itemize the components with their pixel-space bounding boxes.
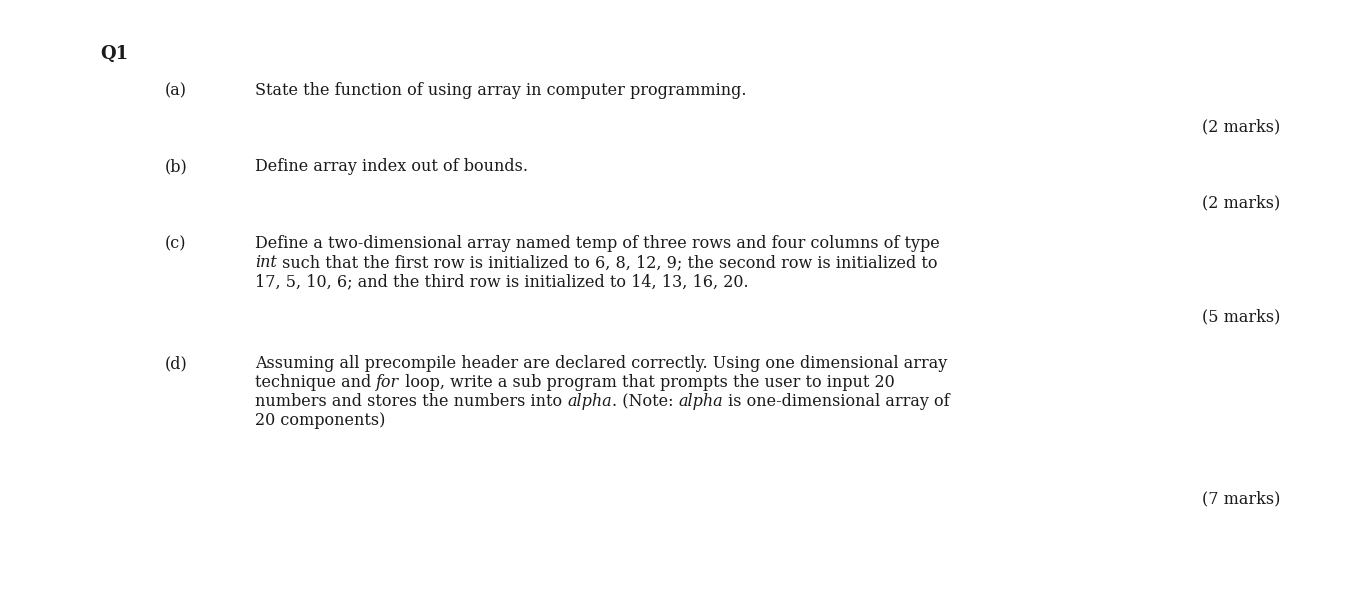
Text: loop, write a sub program that prompts the user to input 20: loop, write a sub program that prompts t… xyxy=(399,374,894,391)
Text: (b): (b) xyxy=(165,158,188,175)
Text: (5 marks): (5 marks) xyxy=(1202,308,1280,325)
Text: (2 marks): (2 marks) xyxy=(1202,118,1280,135)
Text: (2 marks): (2 marks) xyxy=(1202,194,1280,211)
Text: Define a two-dimensional array named temp of three rows and four columns of type: Define a two-dimensional array named tem… xyxy=(255,235,940,252)
Text: . (Note:: . (Note: xyxy=(612,393,679,410)
Text: (d): (d) xyxy=(165,355,188,372)
Text: (c): (c) xyxy=(165,235,186,252)
Text: such that the first row is initialized to 6, 8, 12, 9; the second row is initial: such that the first row is initialized t… xyxy=(277,254,938,271)
Text: Q1: Q1 xyxy=(100,45,128,63)
Text: Assuming all precompile header are declared correctly. Using one dimensional arr: Assuming all precompile header are decla… xyxy=(255,355,947,372)
Text: State the function of using array in computer programming.: State the function of using array in com… xyxy=(255,82,746,99)
Text: (a): (a) xyxy=(165,82,188,99)
Text: alpha: alpha xyxy=(679,393,723,410)
Text: int: int xyxy=(255,254,277,271)
Text: Define array index out of bounds.: Define array index out of bounds. xyxy=(255,158,527,175)
Text: 20 components): 20 components) xyxy=(255,412,386,429)
Text: (7 marks): (7 marks) xyxy=(1202,490,1280,507)
Text: is one-dimensional array of: is one-dimensional array of xyxy=(723,393,950,410)
Text: 17, 5, 10, 6; and the third row is initialized to 14, 13, 16, 20.: 17, 5, 10, 6; and the third row is initi… xyxy=(255,273,749,290)
Text: for: for xyxy=(376,374,399,391)
Text: alpha: alpha xyxy=(567,393,612,410)
Text: numbers and stores the numbers into: numbers and stores the numbers into xyxy=(255,393,567,410)
Text: technique and: technique and xyxy=(255,374,376,391)
